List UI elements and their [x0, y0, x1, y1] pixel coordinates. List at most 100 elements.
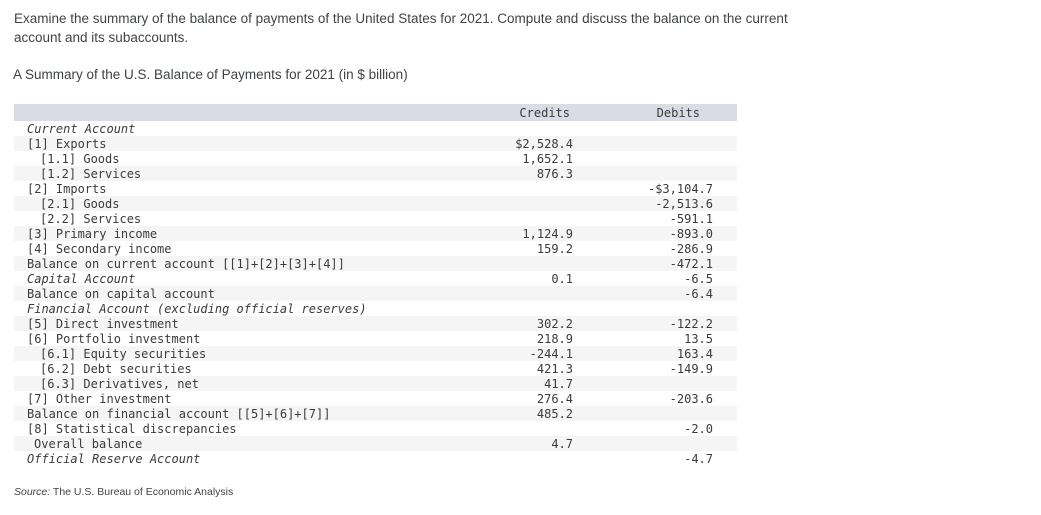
- table-row: [1.2] Services 876.3: [14, 166, 737, 181]
- table-row: [6.2] Debt securities 421.3 -149.9: [14, 361, 737, 376]
- source-text: The U.S. Bureau of Economic Analysis: [50, 486, 234, 498]
- row-debits-value: -472.1: [669, 256, 713, 271]
- row-label: [6.2] Debt securities: [40, 361, 192, 376]
- header-label-cell: [14, 104, 454, 121]
- table-row: Financial Account (excluding official re…: [14, 301, 737, 316]
- row-label: [3] Primary income: [27, 226, 158, 241]
- row-debits-value: -4.7: [684, 451, 713, 466]
- row-label: [7] Other investment: [27, 391, 172, 406]
- row-credits-value: [454, 301, 600, 316]
- question-text: Examine the summary of the balance of pa…: [14, 9, 1004, 47]
- row-label: [2.2] Services: [40, 211, 142, 226]
- row-debits-value: -149.9: [669, 361, 713, 376]
- table-row: [4] Secondary income 159.2 -286.9: [14, 241, 737, 256]
- balance-of-payments-table: Credits Debits Current Account [1] Export…: [14, 104, 737, 466]
- row-debits-value: [600, 151, 737, 166]
- row-label: [1.1] Goods: [40, 151, 120, 166]
- row-credits-value: 276.4: [536, 391, 573, 406]
- row-credits-value: [454, 181, 600, 196]
- table-row: [5] Direct investment 302.2 -122.2: [14, 316, 737, 331]
- row-debits-value: [600, 376, 737, 391]
- row-debits-value: [600, 121, 737, 136]
- row-debits-value: -2,513.6: [655, 196, 713, 211]
- table-row: [1.1] Goods 1,652.1: [14, 151, 737, 166]
- table-row: Balance on capital account -6.4: [14, 286, 737, 301]
- row-debits-value: [600, 136, 737, 151]
- row-credits-value: [454, 211, 600, 226]
- row-credits-value: 1,652.1: [522, 151, 573, 166]
- row-label: [1] Exports: [27, 136, 107, 151]
- question-line-2: account and its subaccounts.: [14, 30, 189, 45]
- row-label: Balance on current account [[1]+[2]+[3]+…: [27, 256, 345, 271]
- source-note: Source: The U.S. Bureau of Economic Anal…: [14, 485, 233, 499]
- table-row: Capital Account 0.1 -6.5: [14, 271, 737, 286]
- row-debits-value: -6.4: [684, 286, 713, 301]
- table-row: Balance on financial account [[5]+[6]+[7…: [14, 406, 737, 421]
- row-debits-value: 163.4: [676, 346, 713, 361]
- row-debits-value: -203.6: [669, 391, 713, 406]
- row-credits-value: -244.1: [529, 346, 573, 361]
- row-credits-value: 302.2: [536, 316, 573, 331]
- row-debits-value: -893.0: [669, 226, 713, 241]
- table-row: [6.1] Equity securities -244.1 163.4: [14, 346, 737, 361]
- row-label: [6.3] Derivatives, net: [40, 376, 199, 391]
- row-label: Financial Account (excluding official re…: [27, 301, 367, 316]
- row-credits-value: [454, 451, 600, 466]
- row-debits-value: -591.1: [669, 211, 713, 226]
- row-credits-value: [454, 196, 600, 211]
- table-row: [1] Exports $2,528.4: [14, 136, 737, 151]
- row-credits-value: [454, 286, 600, 301]
- table-row: [7] Other investment 276.4 -203.6: [14, 391, 737, 406]
- row-label: Capital Account: [27, 271, 136, 286]
- row-label: Official Reserve Account: [27, 451, 201, 466]
- row-credits-value: [454, 421, 600, 436]
- row-credits-value: 485.2: [536, 406, 573, 421]
- table-body: Current Account [1] Exports $2,528.4 [1.1] …: [14, 121, 737, 466]
- row-label: [2] Imports: [27, 181, 107, 196]
- row-label: [8] Statistical discrepancies: [27, 421, 237, 436]
- row-credits-value: 421.3: [536, 361, 573, 376]
- row-credits-value: 0.1: [551, 271, 573, 286]
- row-label: [2.1] Goods: [40, 196, 120, 211]
- row-debits-value: -6.5: [684, 271, 713, 286]
- table-row: [2.2] Services -591.1: [14, 211, 737, 226]
- row-credits-value: 4.7: [551, 436, 573, 451]
- row-label: [6] Portfolio investment: [27, 331, 201, 346]
- row-label: Balance on financial account [[5]+[6]+[7…: [27, 406, 331, 421]
- table-row: [3] Primary income 1,124.9 -893.0: [14, 226, 737, 241]
- row-credits-value: 159.2: [536, 241, 573, 256]
- row-debits-value: [600, 301, 737, 316]
- row-label: [4] Secondary income: [27, 241, 172, 256]
- row-credits-value: [454, 256, 600, 271]
- row-credits-value: 41.7: [544, 376, 573, 391]
- source-prefix: Source:: [14, 486, 51, 498]
- row-label: Current Account: [27, 121, 136, 136]
- row-label: Balance on capital account: [27, 286, 215, 301]
- table-row: Official Reserve Account -4.7: [14, 451, 737, 466]
- row-debits-value: -2.0: [684, 421, 713, 436]
- table-title: A Summary of the U.S. Balance of Payment…: [13, 67, 408, 82]
- row-debits-value: [600, 406, 737, 421]
- row-credits-value: $2,528.4: [515, 136, 573, 151]
- row-debits-value: -122.2: [669, 316, 713, 331]
- row-label: [5] Direct investment: [27, 316, 179, 331]
- row-debits-value: -$3,104.7: [647, 181, 713, 196]
- row-credits-value: 1,124.9: [522, 226, 573, 241]
- row-label: Overall balance: [34, 436, 143, 451]
- table-row: Balance on current account [[1]+[2]+[3]+…: [14, 256, 737, 271]
- table-header-row: Credits Debits: [14, 104, 737, 121]
- row-debits-value: -286.9: [669, 241, 713, 256]
- table-row: Current Account: [14, 121, 737, 136]
- table-row: [6.3] Derivatives, net 41.7: [14, 376, 737, 391]
- header-debits: Debits: [600, 104, 737, 121]
- row-label: [1.2] Services: [40, 166, 142, 181]
- row-debits-value: [600, 436, 737, 451]
- row-credits-value: [454, 121, 600, 136]
- row-credits-value: 218.9: [536, 331, 573, 346]
- table-row: [2] Imports -$3,104.7: [14, 181, 737, 196]
- row-label: [6.1] Equity securities: [40, 346, 207, 361]
- table-row: Overall balance 4.7: [14, 436, 737, 451]
- table-row: [6] Portfolio investment 218.9 13.5: [14, 331, 737, 346]
- row-debits-value: [600, 166, 737, 181]
